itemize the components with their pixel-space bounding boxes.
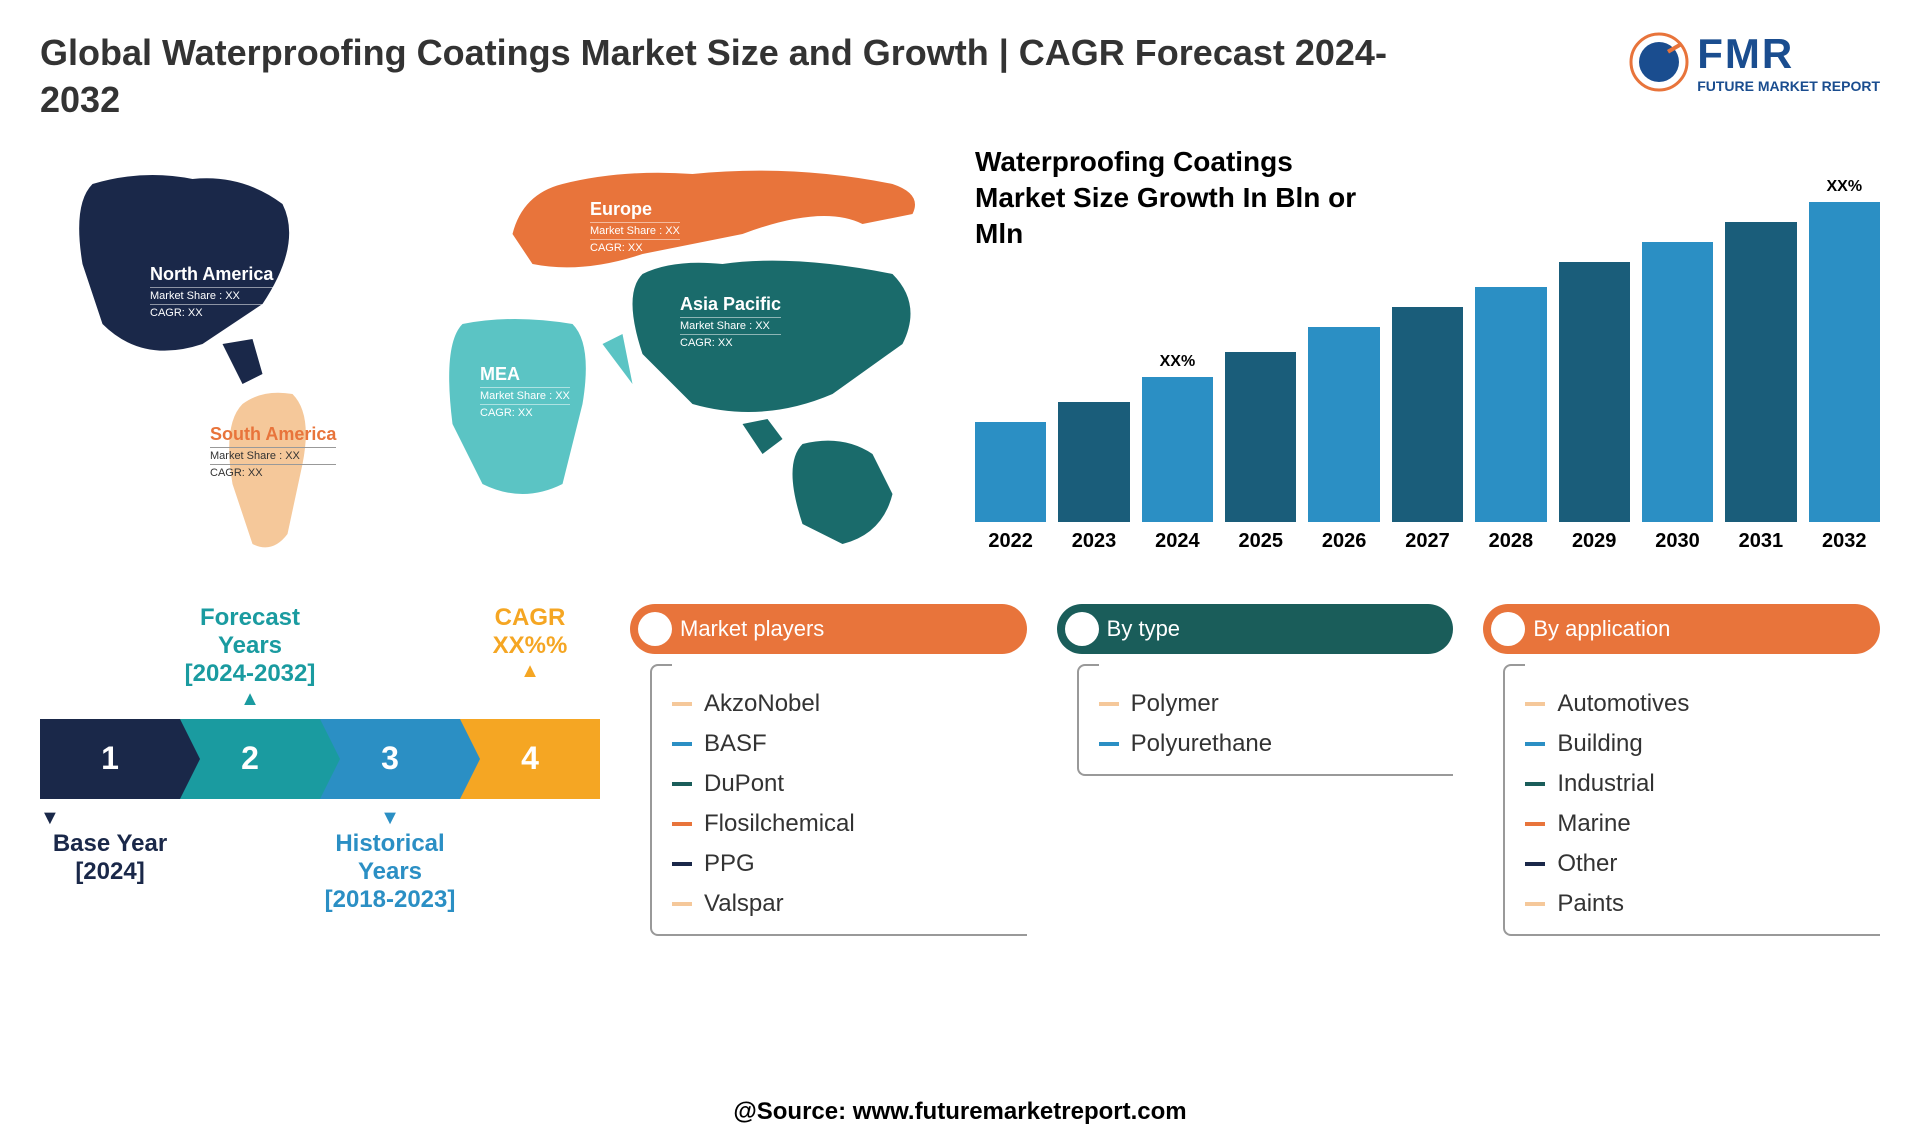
item-text: Marine — [1557, 810, 1630, 838]
bullet-icon — [672, 822, 692, 826]
logo: FMR FUTURE MARKET REPORT — [1629, 30, 1880, 94]
list-item: PPG — [672, 844, 1027, 884]
bullet-icon — [1525, 742, 1545, 746]
bullet-icon — [1525, 702, 1545, 706]
world-map: North America Market Share : XX CAGR: XX… — [40, 144, 945, 564]
list-item: BASF — [672, 724, 1027, 764]
category-header: By application — [1483, 604, 1880, 654]
bar-2022: 2022 — [975, 422, 1046, 553]
year-label: 2030 — [1655, 530, 1700, 553]
bullet-icon — [672, 702, 692, 706]
bullet-icon — [672, 862, 692, 866]
category: By type Polymer Polyurethane — [1057, 604, 1454, 936]
timeline-seg-4: 4 — [460, 719, 600, 799]
region-label-mea: MEA Market Share : XX CAGR: XX — [480, 364, 570, 419]
item-text: DuPont — [704, 770, 784, 798]
bar-2027: 2027 — [1392, 307, 1463, 553]
bar-2032: XX%2032 — [1809, 202, 1880, 553]
item-text: Paints — [1557, 890, 1624, 918]
list-item: Building — [1525, 724, 1880, 764]
list-item: Paints — [1525, 884, 1880, 924]
timeline-seg-1: 1 — [40, 719, 180, 799]
year-label: 2031 — [1739, 530, 1784, 553]
bar-2023: 2023 — [1058, 402, 1129, 553]
list-item: Polymer — [1099, 684, 1454, 724]
bullet-icon — [1525, 782, 1545, 786]
year-label: 2024 — [1155, 530, 1200, 553]
item-text: Valspar — [704, 890, 784, 918]
list-item: Flosilchemical — [672, 804, 1027, 844]
bullet-icon — [1099, 702, 1119, 706]
bar-2025: 2025 — [1225, 352, 1296, 553]
map-europe — [513, 170, 916, 267]
year-label: 2029 — [1572, 530, 1617, 553]
base-year-label: Base Year — [40, 830, 180, 858]
bar-label: XX% — [1826, 178, 1862, 196]
bullet-icon — [1099, 742, 1119, 746]
bar-2024: XX%2024 — [1142, 377, 1213, 553]
list-item: Marine — [1525, 804, 1880, 844]
item-text: PPG — [704, 850, 755, 878]
list-item: Industrial — [1525, 764, 1880, 804]
list-item: Automotives — [1525, 684, 1880, 724]
year-label: 2022 — [988, 530, 1033, 553]
logo-icon — [1629, 32, 1689, 92]
bullet-icon — [1525, 862, 1545, 866]
category-header: By type — [1057, 604, 1454, 654]
item-text: Polymer — [1131, 690, 1219, 718]
item-text: BASF — [704, 730, 767, 758]
item-text: Industrial — [1557, 770, 1654, 798]
category-header: Market players — [630, 604, 1027, 654]
list-item: Polyurethane — [1099, 724, 1454, 764]
logo-text: FMR — [1697, 30, 1880, 78]
region-label-sa: South America Market Share : XX CAGR: XX — [210, 424, 336, 479]
item-text: Building — [1557, 730, 1642, 758]
page-title: Global Waterproofing Coatings Market Siz… — [40, 30, 1440, 124]
year-label: 2032 — [1822, 530, 1867, 553]
bar-2031: 2031 — [1725, 222, 1796, 553]
year-label: 2023 — [1072, 530, 1117, 553]
timeline-seg-3: 3 — [320, 719, 460, 799]
bar-label: XX% — [1160, 353, 1196, 371]
year-label: 2026 — [1322, 530, 1367, 553]
item-text: Polyurethane — [1131, 730, 1272, 758]
year-label: 2025 — [1239, 530, 1284, 553]
region-label-ap: Asia Pacific Market Share : XX CAGR: XX — [680, 294, 781, 349]
list-item: Other — [1525, 844, 1880, 884]
forecast-label: Forecast Years — [180, 604, 320, 660]
cagr-label: CAGR — [460, 604, 600, 632]
item-text: Automotives — [1557, 690, 1689, 718]
region-label-eu: Europe Market Share : XX CAGR: XX — [590, 199, 680, 254]
year-label: 2027 — [1405, 530, 1450, 553]
category: By application Automotives Building Industr… — [1483, 604, 1880, 936]
bar-2029: 2029 — [1559, 262, 1630, 553]
bullet-icon — [672, 742, 692, 746]
item-text: Other — [1557, 850, 1617, 878]
category: Market players AkzoNobel BASF DuPont Flosilc… — [630, 604, 1027, 936]
logo-subtitle: FUTURE MARKET REPORT — [1697, 78, 1880, 94]
year-label: 2028 — [1489, 530, 1534, 553]
bullet-icon — [1525, 822, 1545, 826]
bullet-icon — [672, 782, 692, 786]
growth-chart: Waterproofing Coatings Market Size Growt… — [975, 144, 1880, 564]
chart-title: Waterproofing Coatings Market Size Growt… — [975, 144, 1375, 253]
bar-2030: 2030 — [1642, 242, 1713, 553]
timeline-seg-2: 2 — [180, 719, 320, 799]
source-text: @Source: www.futuremarketreport.com — [733, 1098, 1186, 1126]
item-text: AkzoNobel — [704, 690, 820, 718]
historical-label: Historical Years — [320, 830, 460, 886]
region-label-na: North America Market Share : XX CAGR: XX — [150, 264, 273, 319]
bar-2028: 2028 — [1475, 287, 1546, 553]
bar-2026: 2026 — [1308, 327, 1379, 553]
list-item: Valspar — [672, 884, 1027, 924]
timeline: Forecast Years [2024-2032] ▲ CAGR XX%% ▲… — [40, 604, 600, 914]
item-text: Flosilchemical — [704, 810, 855, 838]
bullet-icon — [672, 902, 692, 906]
list-item: AkzoNobel — [672, 684, 1027, 724]
bullet-icon — [1525, 902, 1545, 906]
list-item: DuPont — [672, 764, 1027, 804]
